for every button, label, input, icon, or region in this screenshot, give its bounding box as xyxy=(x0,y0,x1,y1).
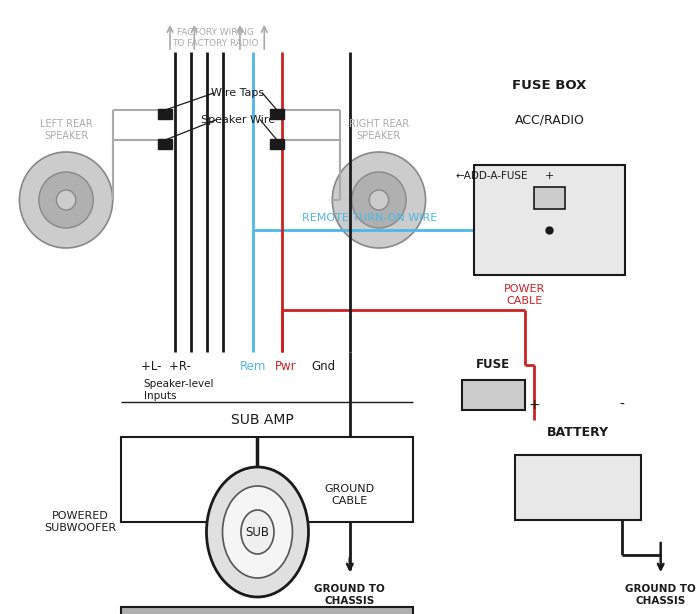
Text: FUSE BOX: FUSE BOX xyxy=(512,79,587,91)
Circle shape xyxy=(57,190,76,210)
Bar xyxy=(122,607,413,614)
Text: GROUND
CABLE: GROUND CABLE xyxy=(325,484,374,506)
Text: +: + xyxy=(545,171,554,181)
Text: RIGHT REAR
SPEAKER: RIGHT REAR SPEAKER xyxy=(349,119,409,141)
Ellipse shape xyxy=(223,486,293,578)
Text: GROUND TO
CHASSIS: GROUND TO CHASSIS xyxy=(314,584,385,606)
Text: GROUND TO
CHASSIS: GROUND TO CHASSIS xyxy=(625,584,696,606)
Text: SUB: SUB xyxy=(246,526,270,538)
Circle shape xyxy=(39,172,93,228)
Ellipse shape xyxy=(241,510,274,554)
Text: Speaker Wire: Speaker Wire xyxy=(201,115,275,125)
Bar xyxy=(158,109,172,119)
Circle shape xyxy=(20,152,113,248)
Bar xyxy=(270,139,284,149)
Text: SUB AMP: SUB AMP xyxy=(231,413,294,427)
Text: Pwr: Pwr xyxy=(275,360,297,373)
Bar xyxy=(461,380,525,410)
Text: POWER
CABLE: POWER CABLE xyxy=(504,284,545,306)
Text: +: + xyxy=(528,398,540,412)
Text: FUSE: FUSE xyxy=(476,359,510,371)
Text: Gnd: Gnd xyxy=(311,360,335,373)
Bar xyxy=(122,437,413,522)
Text: FACTORY WIRING
TO FACTORY RADIO: FACTORY WIRING TO FACTORY RADIO xyxy=(172,28,259,48)
Bar xyxy=(515,455,641,520)
Text: +L-  +R-: +L- +R- xyxy=(141,360,191,373)
Text: POWERED
SUBWOOFER: POWERED SUBWOOFER xyxy=(45,511,117,533)
Text: LEFT REAR
SPEAKER: LEFT REAR SPEAKER xyxy=(40,119,92,141)
Circle shape xyxy=(332,152,426,248)
Text: REMOTE TURN-ON WIRE: REMOTE TURN-ON WIRE xyxy=(302,213,437,223)
Text: Wire Taps: Wire Taps xyxy=(211,88,265,98)
Circle shape xyxy=(369,190,389,210)
Bar xyxy=(474,165,624,275)
Bar xyxy=(270,109,284,119)
Text: Speaker-level
Inputs: Speaker-level Inputs xyxy=(144,379,214,401)
Text: Rem: Rem xyxy=(240,360,267,373)
Ellipse shape xyxy=(206,467,309,597)
Circle shape xyxy=(351,172,406,228)
Bar xyxy=(158,139,172,149)
Text: ACC/RADIO: ACC/RADIO xyxy=(514,114,584,126)
Text: ←ADD-A-FUSE: ←ADD-A-FUSE xyxy=(456,171,528,181)
Bar xyxy=(534,187,565,209)
Text: -: - xyxy=(620,398,624,412)
Text: BATTERY: BATTERY xyxy=(547,426,609,438)
